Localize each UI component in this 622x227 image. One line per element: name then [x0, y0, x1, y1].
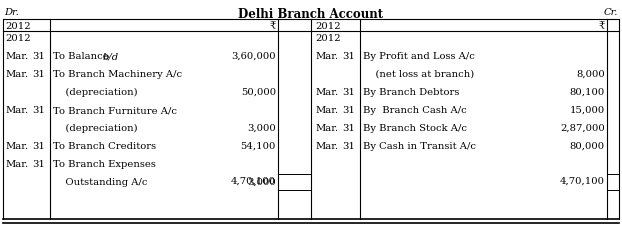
Text: 31: 31	[342, 52, 355, 61]
Text: 4,70,100: 4,70,100	[560, 175, 605, 185]
Text: 31: 31	[32, 52, 45, 61]
Text: 31: 31	[32, 141, 45, 150]
Text: 80,100: 80,100	[570, 88, 605, 96]
Text: b/d: b/d	[103, 52, 119, 61]
Text: By Branch Debtors: By Branch Debtors	[363, 88, 460, 96]
Text: ₹: ₹	[598, 22, 605, 31]
Text: Mar.: Mar.	[5, 52, 28, 61]
Text: Mar.: Mar.	[5, 141, 28, 150]
Text: 15,000: 15,000	[570, 106, 605, 114]
Text: 3,60,000: 3,60,000	[231, 52, 276, 61]
Text: Mar.: Mar.	[5, 70, 28, 79]
Text: 2012: 2012	[5, 22, 30, 31]
Text: Mar.: Mar.	[5, 106, 28, 114]
Text: 4,70,100: 4,70,100	[231, 175, 276, 185]
Text: To Branch Furniture A/c: To Branch Furniture A/c	[53, 106, 177, 114]
Text: 31: 31	[32, 70, 45, 79]
Text: To Branch Creditors: To Branch Creditors	[53, 141, 156, 150]
Text: ₹: ₹	[269, 22, 276, 31]
Text: Delhi Branch Account: Delhi Branch Account	[238, 8, 384, 21]
Text: 2012: 2012	[315, 34, 341, 43]
Text: By  Branch Cash A/c: By Branch Cash A/c	[363, 106, 466, 114]
Text: Mar.: Mar.	[315, 141, 338, 150]
Text: 31: 31	[32, 159, 45, 168]
Text: 31: 31	[342, 88, 355, 96]
Text: 31: 31	[342, 141, 355, 150]
Text: 2012: 2012	[315, 22, 341, 31]
Text: Mar.: Mar.	[315, 106, 338, 114]
Text: 50,000: 50,000	[241, 88, 276, 96]
Text: 2,87,000: 2,87,000	[560, 123, 605, 132]
Text: Cr.: Cr.	[603, 8, 618, 17]
Text: To Balance: To Balance	[53, 52, 112, 61]
Text: 2012: 2012	[5, 34, 30, 43]
Text: 54,100: 54,100	[241, 141, 276, 150]
Text: 31: 31	[32, 106, 45, 114]
Text: Outstanding A/c: Outstanding A/c	[53, 177, 147, 186]
Text: 3,000: 3,000	[248, 177, 276, 186]
Text: Mar.: Mar.	[315, 88, 338, 96]
Text: Mar.: Mar.	[315, 123, 338, 132]
Text: 3,000: 3,000	[248, 123, 276, 132]
Text: By Branch Stock A/c: By Branch Stock A/c	[363, 123, 467, 132]
Text: Mar.: Mar.	[5, 159, 28, 168]
Text: (depreciation): (depreciation)	[53, 88, 137, 97]
Text: 31: 31	[342, 123, 355, 132]
Text: To Branch Machinery A/c: To Branch Machinery A/c	[53, 70, 182, 79]
Text: 80,000: 80,000	[570, 141, 605, 150]
Text: Mar.: Mar.	[315, 52, 338, 61]
Text: To Branch Expenses: To Branch Expenses	[53, 159, 156, 168]
Text: (depreciation): (depreciation)	[53, 123, 137, 133]
Text: (net loss at branch): (net loss at branch)	[363, 70, 474, 79]
Text: By Cash in Transit A/c: By Cash in Transit A/c	[363, 141, 476, 150]
Text: Dr.: Dr.	[4, 8, 19, 17]
Text: 31: 31	[342, 106, 355, 114]
Text: By Profit and Loss A/c: By Profit and Loss A/c	[363, 52, 475, 61]
Text: 8,000: 8,000	[576, 70, 605, 79]
